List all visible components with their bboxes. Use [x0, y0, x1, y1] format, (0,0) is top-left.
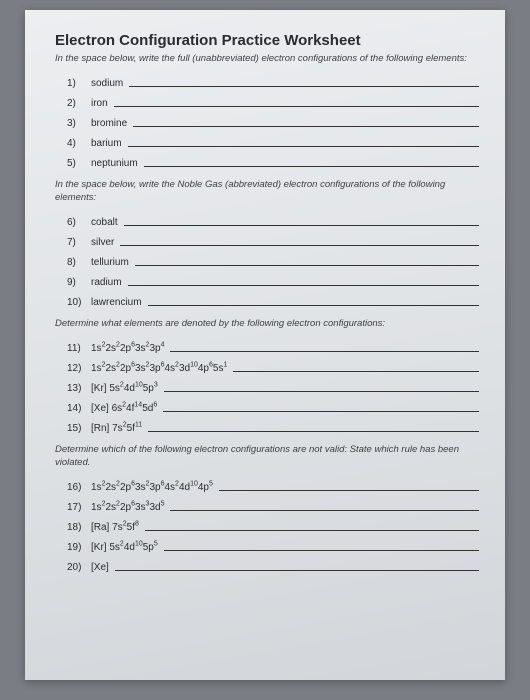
item-label: iron — [91, 98, 114, 109]
item-number: 16) — [67, 482, 91, 493]
worksheet-item: 4)barium — [67, 131, 479, 149]
section4-items: 16)1s22s22p63s23p64s24d104p517)1s22s22p6… — [55, 475, 479, 573]
section-noble-gas: In the space below, write the Noble Gas … — [55, 179, 479, 308]
item-number: 2) — [67, 98, 91, 109]
item-label: cobalt — [91, 217, 124, 228]
worksheet-item: 11)1s22s22p63s23p4 — [67, 336, 479, 354]
item-label: barium — [91, 138, 128, 149]
answer-blank[interactable] — [135, 254, 479, 266]
answer-blank[interactable] — [148, 294, 479, 306]
worksheet-item: 12)1s22s22p63s23p64s23d104p65s1 — [67, 356, 479, 374]
section-invalid: Determine which of the following electro… — [55, 444, 479, 573]
answer-blank[interactable] — [124, 214, 479, 226]
worksheet-page: Electron Configuration Practice Workshee… — [25, 10, 505, 680]
item-number: 5) — [67, 158, 91, 169]
item-number: 6) — [67, 217, 91, 228]
section1-items: 1)sodium2)iron3)bromine4)barium5)neptuni… — [55, 71, 479, 169]
section3-items: 11)1s22s22p63s23p412)1s22s22p63s23p64s23… — [55, 336, 479, 434]
item-number: 9) — [67, 277, 91, 288]
answer-blank[interactable] — [170, 499, 479, 511]
answer-blank[interactable] — [120, 234, 479, 246]
item-number: 18) — [67, 522, 91, 533]
item-label: [Ra] 7s25f8 — [91, 522, 145, 533]
worksheet-item: 7)silver — [67, 230, 479, 248]
section2-instr: In the space below, write the Noble Gas … — [55, 179, 479, 204]
worksheet-item: 15)[Rn] 7s25f11 — [67, 416, 479, 434]
worksheet-item: 17)1s22s22p63s33d5 — [67, 495, 479, 513]
item-label: [Xe] 6s24f145d6 — [91, 403, 163, 414]
answer-blank[interactable] — [145, 519, 479, 531]
worksheet-item: 5)neptunium — [67, 151, 479, 169]
item-number: 4) — [67, 138, 91, 149]
item-label: radium — [91, 277, 128, 288]
item-label: neptunium — [91, 158, 144, 169]
answer-blank[interactable] — [163, 400, 479, 412]
worksheet-item: 8)tellurium — [67, 250, 479, 268]
worksheet-item: 6)cobalt — [67, 210, 479, 228]
item-number: 12) — [67, 363, 91, 374]
item-number: 11) — [67, 343, 91, 354]
section2-items: 6)cobalt7)silver8)tellurium9)radium10)la… — [55, 210, 479, 308]
worksheet-item: 1)sodium — [67, 71, 479, 89]
answer-blank[interactable] — [164, 380, 479, 392]
item-label: lawrencium — [91, 297, 148, 308]
worksheet-item: 2)iron — [67, 91, 479, 109]
item-number: 8) — [67, 257, 91, 268]
section-full-config: In the space below, write the full (unab… — [55, 53, 479, 169]
item-number: 14) — [67, 403, 91, 414]
answer-blank[interactable] — [115, 559, 479, 571]
item-label: [Kr] 5s24d105p5 — [91, 542, 164, 553]
item-number: 3) — [67, 118, 91, 129]
item-label: [Rn] 7s25f11 — [91, 423, 148, 434]
answer-blank[interactable] — [148, 420, 479, 432]
item-number: 20) — [67, 562, 91, 573]
answer-blank[interactable] — [219, 479, 479, 491]
worksheet-item: 13)[Kr] 5s24d105p3 — [67, 376, 479, 394]
item-label: bromine — [91, 118, 133, 129]
section3-instr: Determine what elements are denoted by t… — [55, 318, 479, 330]
item-label: 1s22s22p63s23p64s24d104p5 — [91, 482, 219, 493]
answer-blank[interactable] — [233, 360, 479, 372]
answer-blank[interactable] — [133, 115, 479, 127]
answer-blank[interactable] — [170, 340, 479, 352]
item-number: 1) — [67, 78, 91, 89]
item-label: sodium — [91, 78, 129, 89]
answer-blank[interactable] — [144, 155, 479, 167]
item-label: 1s22s22p63s33d5 — [91, 502, 170, 513]
item-label: [Kr] 5s24d105p3 — [91, 383, 164, 394]
section4-instr: Determine which of the following electro… — [55, 444, 479, 469]
item-number: 19) — [67, 542, 91, 553]
item-number: 17) — [67, 502, 91, 513]
worksheet-item: 3)bromine — [67, 111, 479, 129]
item-label: 1s22s22p63s23p4 — [91, 343, 170, 354]
worksheet-item: 19)[Kr] 5s24d105p5 — [67, 535, 479, 553]
item-label: silver — [91, 237, 120, 248]
answer-blank[interactable] — [128, 135, 479, 147]
answer-blank[interactable] — [128, 274, 479, 286]
worksheet-item: 16)1s22s22p63s23p64s24d104p5 — [67, 475, 479, 493]
section1-instr: In the space below, write the full (unab… — [55, 53, 479, 65]
worksheet-item: 14)[Xe] 6s24f145d6 — [67, 396, 479, 414]
worksheet-item: 10)lawrencium — [67, 290, 479, 308]
item-label: 1s22s22p63s23p64s23d104p65s1 — [91, 363, 233, 374]
item-number: 13) — [67, 383, 91, 394]
section-denoted: Determine what elements are denoted by t… — [55, 318, 479, 434]
worksheet-item: 20)[Xe] — [67, 555, 479, 573]
answer-blank[interactable] — [114, 95, 479, 107]
item-number: 10) — [67, 297, 91, 308]
item-label: tellurium — [91, 257, 135, 268]
worksheet-item: 9)radium — [67, 270, 479, 288]
item-label: [Xe] — [91, 562, 115, 573]
item-number: 15) — [67, 423, 91, 434]
answer-blank[interactable] — [164, 539, 479, 551]
page-title: Electron Configuration Practice Workshee… — [55, 32, 479, 49]
item-number: 7) — [67, 237, 91, 248]
answer-blank[interactable] — [129, 75, 479, 87]
worksheet-item: 18)[Ra] 7s25f8 — [67, 515, 479, 533]
